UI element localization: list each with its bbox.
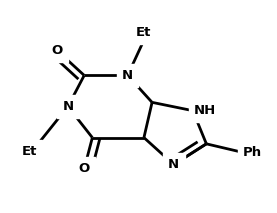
Text: N: N <box>62 100 73 113</box>
Text: N: N <box>122 69 133 82</box>
Text: NH: NH <box>194 104 216 117</box>
Text: O: O <box>52 44 63 57</box>
Text: O: O <box>79 162 90 175</box>
Text: Ph: Ph <box>243 146 262 159</box>
Text: Et: Et <box>21 145 37 158</box>
Text: N: N <box>168 158 179 171</box>
Text: Et: Et <box>136 26 152 39</box>
